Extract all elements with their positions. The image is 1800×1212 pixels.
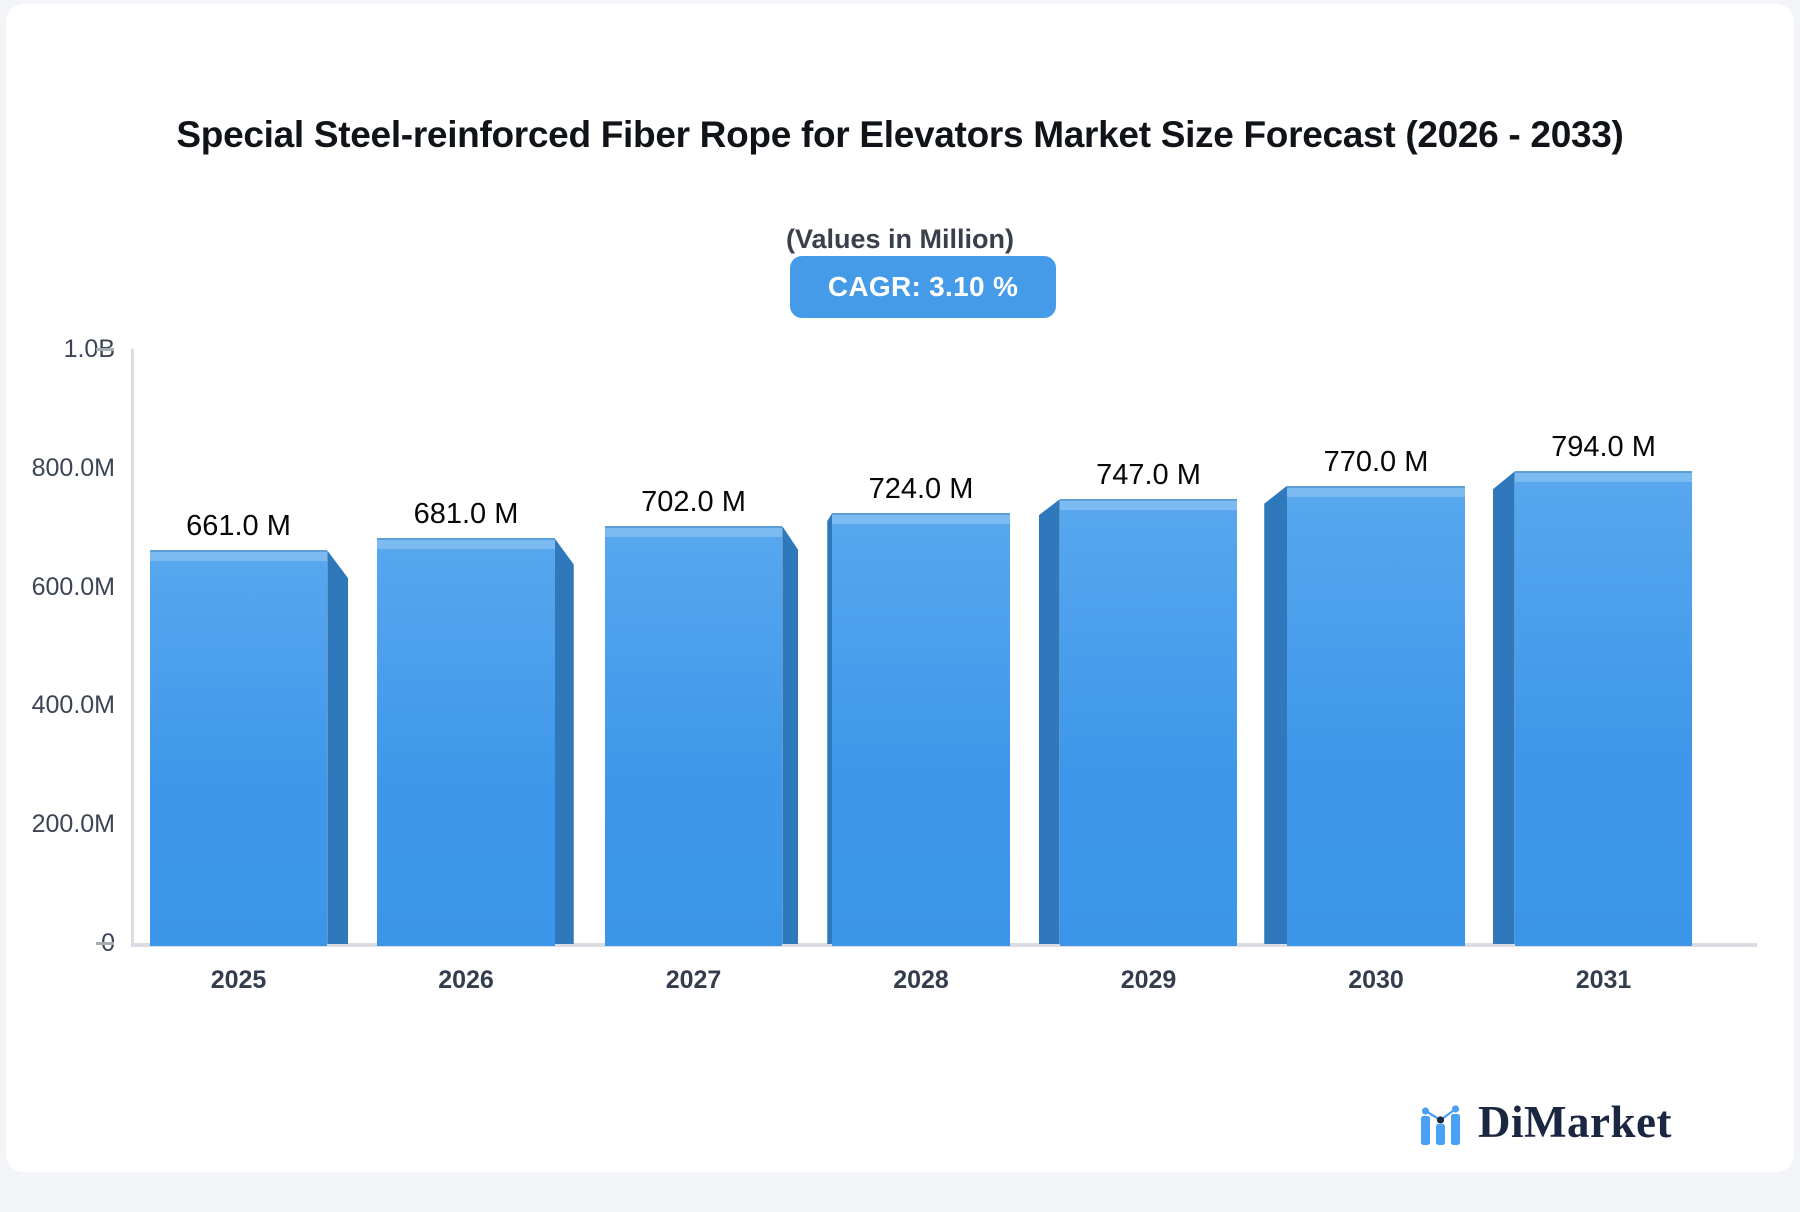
- bar-top-face: [377, 540, 555, 550]
- bar-2031: [1514, 471, 1693, 946]
- y-axis-label-400.0M: 400.0M: [31, 691, 115, 720]
- dimarket-logo: DiMarket: [1420, 1096, 1672, 1148]
- bar-value-label-2026: 681.0 M: [413, 498, 519, 531]
- x-axis-label-2026: 2026: [438, 966, 494, 994]
- y-axis-tick: [96, 942, 114, 945]
- bar-top-face: [832, 514, 1010, 524]
- bar-value-label-2028: 724.0 M: [868, 472, 974, 505]
- y-axis-label-800.0M: 800.0M: [31, 453, 115, 482]
- bar-value-label-2030: 770.0 M: [1323, 445, 1429, 478]
- bar-side-face: [827, 512, 833, 944]
- bar-side-face: [1492, 471, 1515, 944]
- bar-value-label-2027: 702.0 M: [641, 486, 746, 518]
- bar-top-face: [1059, 501, 1238, 511]
- x-axis-label-2029: 2029: [1120, 966, 1177, 994]
- bar-side-face: [1264, 485, 1288, 944]
- bar-2029: [1059, 499, 1238, 946]
- bar-side-face: [782, 526, 799, 944]
- x-axis-label-2028: 2028: [893, 966, 949, 994]
- bar-value-label-2029: 747.0 M: [1096, 459, 1201, 492]
- x-axis-label-2030: 2030: [1348, 966, 1404, 994]
- cagr-badge: CAGR: 3.10 %: [790, 256, 1056, 318]
- y-axis-tick: [96, 348, 114, 351]
- bar-2030: [1287, 485, 1465, 946]
- bar-side-face: [327, 550, 349, 944]
- logo-text: DiMarket: [1478, 1097, 1672, 1147]
- bar-top-face: [1287, 487, 1465, 497]
- bar-2026: [377, 538, 555, 946]
- bar-value-label-2031: 794.0 M: [1551, 431, 1656, 464]
- bar-value-label-2025: 661.0 M: [186, 510, 291, 543]
- x-axis-label-2025: 2025: [210, 966, 267, 994]
- bar-top-face: [149, 552, 328, 562]
- y-axis-line: [131, 349, 134, 946]
- bar-side-face: [554, 538, 574, 944]
- x-axis-label-2027: 2027: [665, 966, 722, 994]
- bar-side-face: [1038, 499, 1060, 944]
- bar-2027: [604, 526, 783, 946]
- y-axis-label-600.0M: 600.0M: [31, 572, 115, 601]
- y-axis-label-200.0M: 200.0M: [31, 810, 115, 839]
- chart-subtitle: (Values in Million): [785, 224, 1015, 254]
- x-axis-label-2031: 2031: [1575, 966, 1632, 994]
- bar-2025: [149, 550, 328, 946]
- bar-top-face: [1514, 473, 1693, 483]
- bar-top-face: [604, 528, 783, 537]
- mini-bar-chart-icon: [1421, 1105, 1460, 1145]
- bar-2028: [832, 512, 1010, 946]
- chart-title: Special Steel-reinforced Fiber Rope for …: [176, 114, 1624, 155]
